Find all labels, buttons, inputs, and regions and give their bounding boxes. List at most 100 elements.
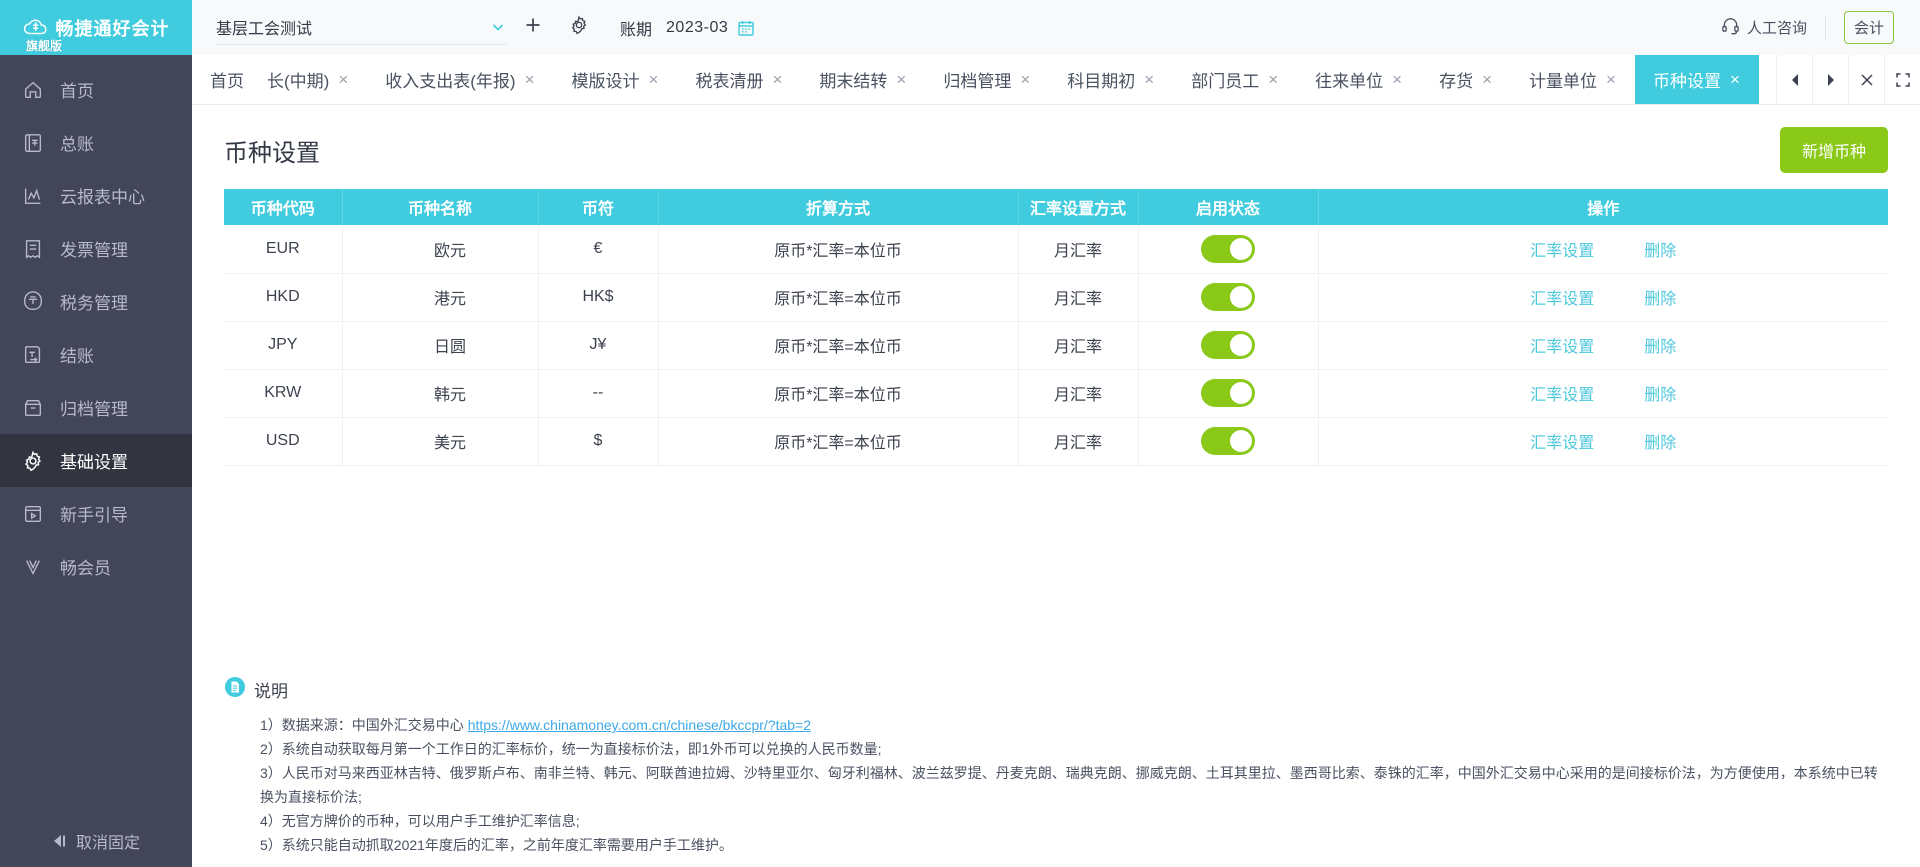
- tab-business-partner[interactable]: 往来单位 ×: [1297, 55, 1421, 104]
- enable-toggle[interactable]: [1201, 427, 1255, 455]
- enable-toggle[interactable]: [1201, 379, 1255, 407]
- rate-settings-link[interactable]: 汇率设置: [1530, 387, 1595, 404]
- scroll-left-icon[interactable]: [1776, 55, 1812, 104]
- rate-settings-link[interactable]: 汇率设置: [1530, 291, 1595, 308]
- sidebar-item-cloud-reports[interactable]: 云报表中心: [0, 169, 192, 222]
- cell-status: [1138, 225, 1319, 274]
- sidebar-item-tax[interactable]: 税务管理: [0, 275, 192, 328]
- add-currency-button[interactable]: 新增币种: [1779, 127, 1888, 173]
- cell-symbol: €: [538, 225, 659, 274]
- sidebar-item-vip[interactable]: 畅会员: [0, 540, 192, 593]
- sidebar-collapse-button[interactable]: 取消固定: [0, 829, 192, 853]
- tab-label: 期末结转: [819, 72, 888, 91]
- tab-label: 部门员工: [1191, 72, 1260, 91]
- top-bar: 基层工会测试 账期 2023-03: [192, 0, 1920, 55]
- tab-label: 币种设置: [1652, 72, 1721, 91]
- close-icon[interactable]: ×: [1482, 70, 1493, 89]
- note-line-5: 5）系统只能自动抓取2021年度后的汇率，之前年度汇率需要用户手工维护。: [260, 837, 733, 853]
- org-name: 基层工会测试: [216, 21, 313, 38]
- close-icon[interactable]: ×: [338, 70, 349, 89]
- close-icon[interactable]: ×: [1144, 70, 1155, 89]
- tab-inventory[interactable]: 存货 ×: [1421, 55, 1511, 104]
- tab-home[interactable]: 首页: [192, 55, 263, 104]
- cell-code: USD: [224, 417, 343, 466]
- close-icon[interactable]: ×: [1729, 70, 1740, 89]
- calendar-icon[interactable]: [737, 19, 755, 37]
- tab-label: 计量单位: [1529, 72, 1598, 91]
- tab-template-design[interactable]: 模版设计 ×: [554, 55, 678, 104]
- tab-currency-settings[interactable]: 币种设置 ×: [1634, 55, 1759, 104]
- chevron-down-icon: [490, 19, 506, 35]
- cell-name: 日圆: [342, 321, 539, 370]
- delete-link[interactable]: 删除: [1644, 339, 1677, 356]
- support-label: 人工咨询: [1746, 20, 1807, 37]
- cell-rate-mode: 月汇率: [1018, 417, 1139, 466]
- tab-period-end-carryover[interactable]: 期末结转 ×: [801, 55, 925, 104]
- sidebar-item-label: 总账: [60, 135, 94, 154]
- currency-table: 币种代码 币种名称 币符 折算方式 汇率设置方式 启用状态 操作 EUR 欧元: [224, 189, 1888, 466]
- rate-settings-link[interactable]: 汇率设置: [1530, 339, 1595, 356]
- tab-department-employee[interactable]: 部门员工 ×: [1173, 55, 1297, 104]
- sidebar-collapse-label: 取消固定: [75, 835, 140, 852]
- org-selector[interactable]: 基层工会测试: [216, 11, 506, 45]
- cell-operations: 汇率设置 删除: [1318, 369, 1888, 418]
- close-icon[interactable]: ×: [1392, 70, 1403, 89]
- scroll-right-icon[interactable]: [1812, 55, 1848, 104]
- tab-measurement-unit[interactable]: 计量单位 ×: [1511, 55, 1635, 104]
- close-icon[interactable]: ×: [772, 70, 783, 89]
- role-badge[interactable]: 会计: [1843, 11, 1894, 44]
- support-button[interactable]: 人工咨询: [1721, 16, 1807, 39]
- sidebar-item-home[interactable]: 首页: [0, 63, 192, 116]
- sidebar-item-invoice[interactable]: 发票管理: [0, 222, 192, 275]
- toggle-knob: [1230, 237, 1252, 260]
- sidebar-item-label: 归档管理: [60, 400, 128, 419]
- add-account-set-button[interactable]: [514, 9, 552, 47]
- tab-tax-form-list[interactable]: 税表清册 ×: [677, 55, 801, 104]
- gear-icon: [569, 15, 589, 40]
- close-all-tabs-icon[interactable]: [1848, 55, 1884, 104]
- tab-archive-management[interactable]: 归档管理 ×: [925, 55, 1049, 104]
- document-icon: [224, 676, 246, 703]
- rate-settings-link[interactable]: 汇率设置: [1530, 435, 1595, 452]
- tab-midterm-report[interactable]: 长(中期) ×: [263, 55, 367, 104]
- account-settings-button[interactable]: [560, 9, 598, 47]
- tab-label: 科目期初: [1067, 72, 1136, 91]
- column-header-code: 币种代码: [224, 189, 343, 225]
- close-icon[interactable]: ×: [648, 70, 659, 89]
- enable-toggle[interactable]: [1201, 234, 1255, 263]
- vip-icon: [22, 556, 44, 578]
- close-icon[interactable]: ×: [1268, 70, 1279, 89]
- delete-link[interactable]: 删除: [1644, 387, 1677, 404]
- sidebar-item-archive[interactable]: 归档管理: [0, 381, 192, 434]
- close-icon[interactable]: ×: [1020, 70, 1031, 89]
- cell-operations: 汇率设置 删除: [1318, 273, 1888, 322]
- toggle-knob: [1230, 430, 1252, 452]
- brand-subtitle: 旗舰版: [26, 39, 63, 53]
- chinamoney-link[interactable]: https://www.chinamoney.com.cn/chinese/bk…: [467, 717, 811, 733]
- cell-rate-mode: 月汇率: [1018, 273, 1139, 322]
- delete-link[interactable]: 删除: [1644, 291, 1677, 308]
- sidebar-item-label: 结账: [60, 347, 94, 366]
- delete-link[interactable]: 删除: [1644, 242, 1677, 260]
- sidebar-item-basic-settings[interactable]: 基础设置: [0, 434, 192, 487]
- sidebar-item-general-ledger[interactable]: 总账: [0, 116, 192, 169]
- sidebar-item-closing[interactable]: 结账: [0, 328, 192, 381]
- tab-account-opening[interactable]: 科目期初 ×: [1049, 55, 1173, 104]
- table-row: EUR 欧元 € 原币*汇率=本位币 月汇率 汇率设置 删: [224, 225, 1888, 274]
- enable-toggle[interactable]: [1201, 283, 1255, 311]
- close-icon[interactable]: ×: [1606, 70, 1616, 89]
- fullscreen-icon[interactable]: [1884, 55, 1920, 104]
- cell-status: [1138, 417, 1319, 466]
- close-icon[interactable]: ×: [896, 70, 907, 89]
- tab-income-expense-annual[interactable]: 收入支出表(年报) ×: [367, 55, 553, 104]
- sidebar-item-label: 基础设置: [60, 453, 128, 472]
- tab-label: 模版设计: [571, 72, 640, 91]
- sidebar: 畅捷通好会计 旗舰版 首页 总账: [0, 0, 192, 867]
- delete-link[interactable]: 删除: [1644, 435, 1677, 452]
- sidebar-item-guide[interactable]: 新手引导: [0, 487, 192, 540]
- sidebar-item-label: 新手引导: [60, 506, 128, 525]
- rate-settings-link[interactable]: 汇率设置: [1530, 242, 1595, 260]
- cell-status: [1138, 273, 1319, 322]
- close-icon[interactable]: ×: [524, 70, 535, 89]
- enable-toggle[interactable]: [1201, 331, 1255, 359]
